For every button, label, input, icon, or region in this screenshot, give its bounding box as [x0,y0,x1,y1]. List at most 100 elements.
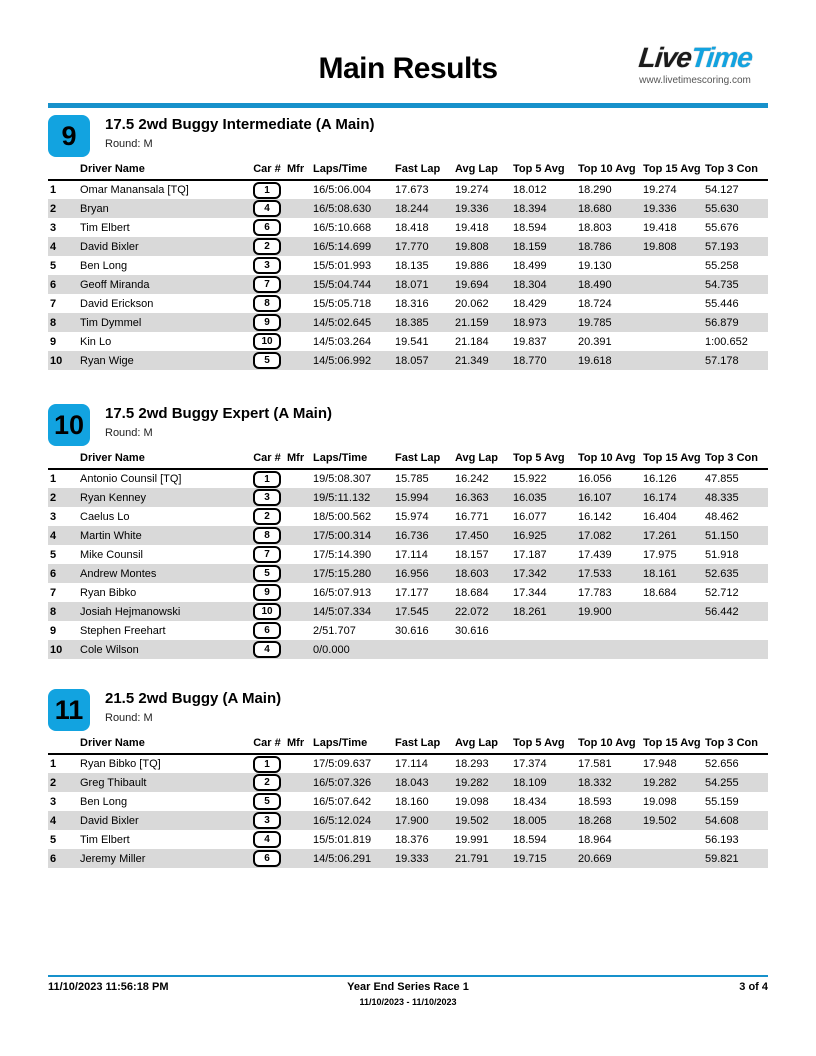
car-number-badge: 3 [253,812,281,829]
col-header-top10-avg: Top 10 Avg [578,452,643,470]
cell-top3-con: 54.127 [705,184,739,196]
col-header-position [48,163,80,181]
cell-avg-lap: 21.184 [455,335,489,348]
cell-avg-lap: 19.336 [455,199,513,218]
col-header-driver-name: Driver Name [80,163,247,181]
col-header-top3-con: Top 3 Con [705,452,768,470]
cell-fast-lap: 18.057 [395,351,455,370]
col-header-avg-lap: Avg Lap [455,737,513,755]
cell-top3-con: 51.150 [705,526,768,545]
col-header-top15-avg: Top 15 Avg [643,163,705,181]
cell-driver: Andrew Montes [80,564,247,583]
table-row: 6 Geoff Miranda 7 15/5:04.744 18.071 19.694 18… [48,275,768,294]
cell-top3-con: 55.676 [705,221,739,234]
footer-date-range: 11/10/2023 - 11/10/2023 [359,997,457,1007]
table-header-row: Driver Name Car # Mfr Laps/Time Fast Lap… [48,163,768,181]
logo-website-url: www.livetimescoring.com [639,75,751,86]
cell-laps-time: 15/5:04.744 [313,275,395,294]
cell-avg-lap: 19.808 [455,237,513,256]
cell-top10-avg: 19.785 [578,313,643,332]
cell-top3-con: 54.608 [705,811,768,830]
cell-top15-avg: 19.282 [643,773,705,792]
table-row: 1 Antonio Counsil [TQ] 1 19/5:08.307 15.785 1… [48,469,768,488]
cell-laps-time: 17/5:14.390 [313,548,372,561]
cell-top10-avg: 16.107 [578,488,643,507]
cell-top10-avg: 18.786 [578,237,643,256]
cell-top5-avg: 18.012 [513,184,547,196]
cell-top3-con: 55.630 [705,199,768,218]
cell-fast-lap: 18.316 [395,297,429,310]
cell-laps-time: 17/5:15.280 [313,564,395,583]
car-number-cell: 2 [247,507,287,526]
cell-top15-avg: 18.161 [643,564,705,583]
race-class-title: 17.5 2wd Buggy Intermediate (A Main) [105,116,375,133]
car-number-badge: 8 [253,527,281,544]
col-header-top15-avg: Top 15 Avg [643,737,705,755]
cell-top5-avg: 18.005 [513,811,578,830]
car-number-cell: 1 [247,180,287,199]
cell-top10-avg: 18.724 [578,297,612,310]
cell-top10-avg [578,640,643,659]
cell-mfr [287,526,313,545]
cell-driver: David Erickson [80,297,154,310]
car-number-badge: 4 [253,641,281,658]
cell-fast-lap: 15.974 [395,510,429,523]
col-header-laps-time: Laps/Time [313,737,395,755]
cell-fast-lap: 16.956 [395,564,455,583]
car-number-badge: 6 [253,622,281,639]
cell-top15-avg [643,640,705,659]
cell-top3-con: 59.821 [705,849,768,868]
table-row: 6 Jeremy Miller 6 14/5:06.291 19.333 21.791 19… [48,849,768,868]
car-number-cell: 7 [247,545,287,564]
cell-laps-time: 2/51.707 [313,624,356,637]
cell-top3-con: 56.193 [705,833,739,846]
cell-pos: 3 [50,795,57,808]
cell-driver: Geoff Miranda [80,275,247,294]
cell-pos: 3 [50,221,57,234]
cell-laps-time: 14/5:07.334 [313,602,395,621]
col-header-mfr: Mfr [287,163,313,181]
table-row: 10 Cole Wilson 4 0/0.000 [48,640,768,659]
cell-laps-time: 16/5:06.004 [313,184,372,196]
cell-avg-lap: 19.886 [455,259,489,272]
results-table: Driver Name Car # Mfr Laps/Time Fast Lap… [48,452,768,659]
cell-top3-con: 57.178 [705,351,768,370]
cell-avg-lap: 19.282 [455,773,513,792]
car-number-badge: 2 [253,774,281,791]
cell-avg-lap: 20.062 [455,297,489,310]
cell-top5-avg: 17.344 [513,586,547,599]
cell-top10-avg: 17.581 [578,758,612,770]
col-header-fast-lap: Fast Lap [395,163,455,181]
cell-top10-avg: 20.391 [578,335,612,348]
car-number-badge: 1 [253,470,281,488]
cell-top5-avg: 15.922 [513,473,547,485]
cell-top3-con: 51.918 [705,548,739,561]
race-number-badge: 9 [48,115,90,157]
cell-laps-time: 16/5:14.699 [313,237,395,256]
cell-pos: 7 [50,297,57,310]
cell-top15-avg: 19.336 [643,199,705,218]
cell-driver: Mike Counsil [80,548,143,561]
cell-top15-avg: 19.418 [643,221,677,234]
cell-mfr [287,275,313,294]
race-number-badge: 11 [48,689,90,731]
table-row: 10 Ryan Wige 5 14/5:06.992 18.057 21.349 18.77… [48,351,768,370]
footer-divider-rule [48,975,768,977]
cell-driver: Martin White [80,526,247,545]
cell-top3-con: 56.442 [705,602,768,621]
cell-pos: 5 [50,548,57,561]
cell-pos: 3 [50,510,57,523]
table-row: 4 David Bixler 2 16/5:14.699 17.770 19.808 18.… [48,237,768,256]
cell-top5-avg: 18.594 [513,221,547,234]
cell-fast-lap: 17.545 [395,602,455,621]
table-row: 5 Mike Counsil 7 17/5:14.390 17.114 18.157 17.… [48,545,768,564]
cell-top3-con: 57.193 [705,237,768,256]
cell-top10-avg: 16.142 [578,510,612,523]
cell-driver: Caelus Lo [80,510,130,523]
cell-top15-avg: 17.261 [643,526,705,545]
cell-driver: Jeremy Miller [80,849,247,868]
race-round-label: Round: M [105,712,153,724]
col-header-laps-time: Laps/Time [313,163,395,181]
cell-mfr [287,564,313,583]
